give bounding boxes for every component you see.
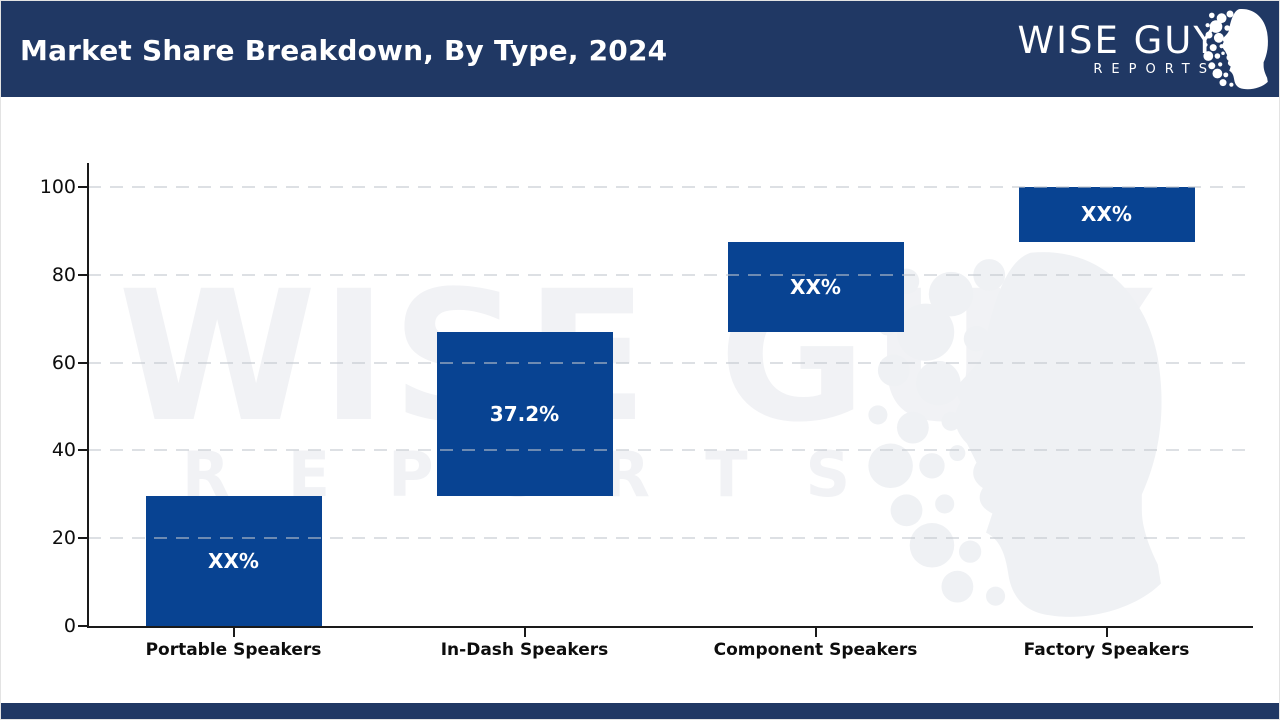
bar-in-dash-speakers bbox=[436, 332, 613, 496]
y-tick-label-100: 100 bbox=[39, 176, 76, 198]
watermark-face-icon bbox=[868, 252, 1162, 617]
y-tick-label-20: 20 bbox=[51, 527, 76, 550]
gridline-40 bbox=[88, 449, 1252, 452]
y-tick-label-0: 0 bbox=[63, 615, 76, 637]
y-tick-40 bbox=[78, 449, 87, 452]
y-tick-60 bbox=[78, 361, 87, 364]
bar-value-label: XX% bbox=[790, 275, 841, 300]
x-axis-line bbox=[87, 626, 1253, 628]
y-tick-100 bbox=[78, 186, 87, 188]
chart-title: Market Share Breakdown, By Type, 2024 bbox=[20, 34, 668, 67]
bar-value-label: XX% bbox=[1081, 202, 1132, 227]
gridline-100 bbox=[88, 186, 1252, 188]
y-tick-20 bbox=[78, 537, 87, 540]
gridline-60 bbox=[88, 361, 1252, 364]
y-tick-80 bbox=[78, 273, 87, 276]
gridline-20 bbox=[88, 537, 1252, 540]
x-tick-1 bbox=[232, 628, 235, 637]
x-category-label: Component Speakers bbox=[713, 640, 918, 660]
y-tick-label-60: 60 bbox=[51, 351, 76, 374]
header-bar: Market Share Breakdown, By Type, 2024 WI… bbox=[0, 0, 1280, 97]
bar-value-label: XX% bbox=[208, 548, 259, 573]
footer-bar bbox=[0, 703, 1280, 720]
brand-logo-subtext: REPORTS bbox=[1093, 62, 1216, 77]
x-tick-3 bbox=[814, 628, 817, 637]
brand-face-icon bbox=[1203, 8, 1268, 90]
brand-logo-text: WISE GUY bbox=[1017, 19, 1218, 62]
bar-component-speakers bbox=[727, 241, 904, 333]
x-tick-2 bbox=[523, 628, 526, 637]
y-axis-line bbox=[87, 163, 89, 628]
bar-value-label: 37.2% bbox=[489, 401, 560, 426]
y-tick-0 bbox=[78, 625, 87, 627]
y-tick-label-80: 80 bbox=[51, 263, 76, 286]
x-category-label: Portable Speakers bbox=[145, 640, 322, 660]
brand-logo: WISE GUY REPORTS bbox=[1018, 22, 1218, 77]
y-tick-label-40: 40 bbox=[51, 439, 76, 462]
x-tick-4 bbox=[1105, 628, 1108, 637]
gridline-80 bbox=[88, 273, 1252, 276]
x-category-label: Factory Speakers bbox=[1023, 640, 1190, 660]
x-category-label: In-Dash Speakers bbox=[440, 640, 609, 660]
bar-factory-speakers bbox=[1018, 187, 1195, 242]
bar-portable-speakers bbox=[145, 495, 322, 626]
